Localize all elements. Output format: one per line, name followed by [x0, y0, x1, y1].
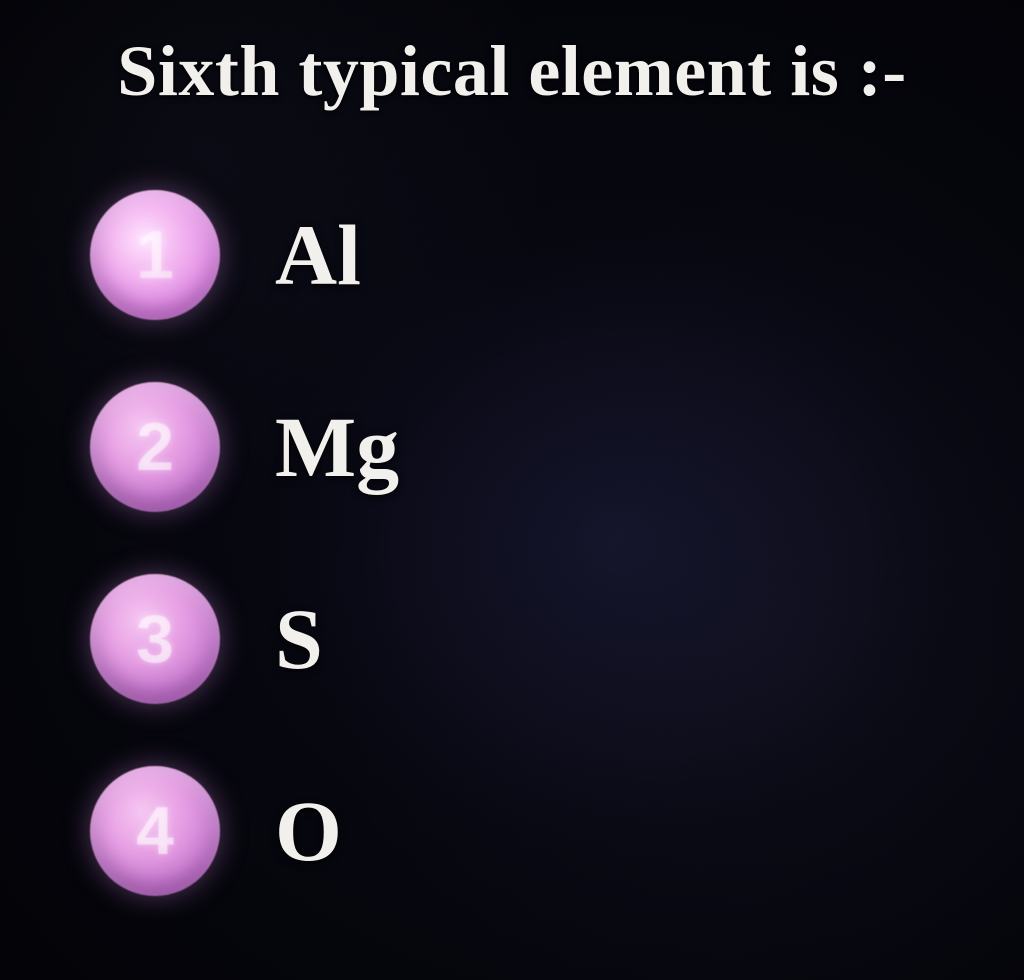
option-2[interactable]: 2 Mg — [90, 382, 399, 512]
option-4[interactable]: 4 O — [90, 766, 399, 896]
option-3-label: S — [275, 596, 323, 682]
option-2-badge[interactable]: 2 — [90, 382, 220, 512]
option-3[interactable]: 3 S — [90, 574, 399, 704]
options-list: 1 Al 2 Mg 3 S 4 O — [90, 190, 399, 958]
option-4-badge[interactable]: 4 — [90, 766, 220, 896]
question-text: Sixth typical element is :- — [40, 30, 984, 113]
option-1[interactable]: 1 Al — [90, 190, 399, 320]
option-1-label: Al — [275, 212, 361, 298]
option-3-badge[interactable]: 3 — [90, 574, 220, 704]
option-4-label: O — [275, 788, 342, 874]
option-1-badge[interactable]: 1 — [90, 190, 220, 320]
option-2-label: Mg — [275, 404, 399, 490]
question-container: Sixth typical element is :- — [0, 30, 1024, 113]
